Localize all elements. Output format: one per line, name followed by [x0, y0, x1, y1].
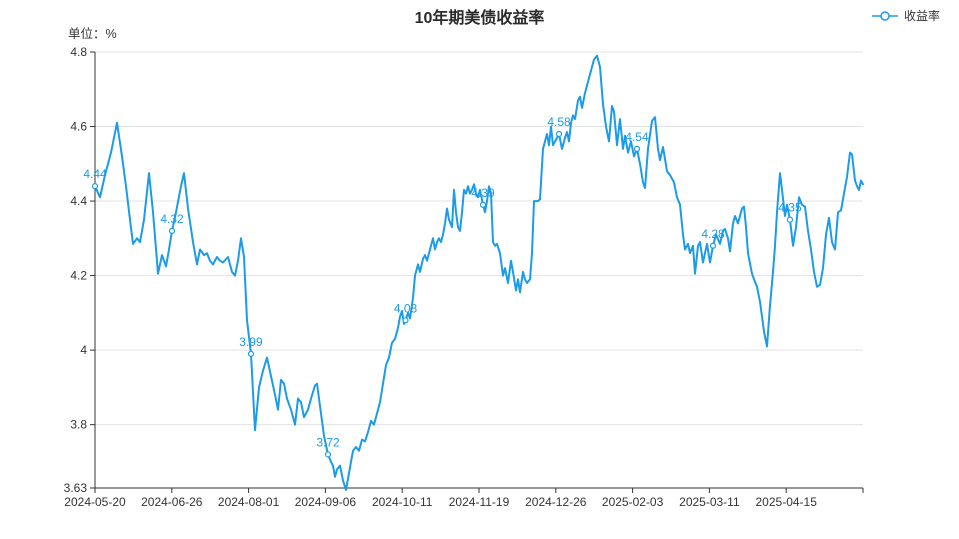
data-point-marker: [324, 451, 332, 458]
data-point-label: 3.72: [316, 435, 340, 449]
data-point-label: 4.35: [778, 201, 802, 215]
legend-label: 收益率: [903, 9, 940, 23]
yield-line-series: [94, 54, 864, 491]
x-tick-label: 2024-12-26: [525, 495, 587, 509]
legend-item-yield[interactable]: 收益率: [871, 7, 940, 24]
x-tick-label: 2024-05-20: [64, 495, 126, 509]
x-tick-label: 2024-10-11: [372, 495, 433, 509]
data-point-label: 4.32: [160, 212, 184, 226]
data-point-marker: [168, 227, 176, 234]
x-tick-label: 2024-11-19: [449, 495, 510, 509]
data-point-label: 4.08: [394, 301, 418, 315]
y-tick-label: 3.8: [70, 418, 87, 432]
y-tick-label: 4.8: [70, 45, 87, 59]
data-point-marker: [402, 317, 409, 324]
data-point-marker: [479, 201, 487, 208]
x-tick-label: 2025-04-15: [756, 495, 818, 509]
x-tick-label: 2024-09-06: [295, 495, 357, 509]
y-tick-label: 4: [80, 343, 87, 357]
x-tick-label: 2024-06-26: [141, 495, 203, 509]
x-tick-label: 2025-03-11: [679, 495, 740, 509]
data-point-marker: [247, 350, 255, 357]
x-tick-label: 2025-02-03: [602, 495, 664, 509]
y-tick-label: 4.6: [70, 120, 87, 134]
y-axis-unit-label: 单位：%: [68, 27, 117, 41]
chart-title: 10年期美债收益率: [414, 10, 545, 27]
data-point-label: 4.58: [547, 115, 571, 129]
data-point-label: 3.99: [239, 335, 263, 349]
data-point-marker: [709, 242, 717, 249]
y-tick-label: 4.4: [70, 194, 87, 208]
data-point-marker: [555, 130, 563, 138]
data-point-marker: [786, 216, 794, 223]
line-series-legend-icon: [871, 10, 898, 21]
data-point-marker: [633, 145, 641, 152]
data-point-label: 4.54: [625, 130, 649, 144]
y-tick-label: 4.2: [70, 269, 87, 283]
data-point-marker: [91, 183, 99, 190]
x-tick-label: 2024-08-01: [218, 495, 280, 509]
data-point-label: 4.39: [471, 186, 495, 200]
y-tick-label: 3.63: [64, 481, 88, 495]
data-point-label: 4.44: [83, 167, 107, 181]
data-point-label: 4.28: [701, 227, 725, 241]
